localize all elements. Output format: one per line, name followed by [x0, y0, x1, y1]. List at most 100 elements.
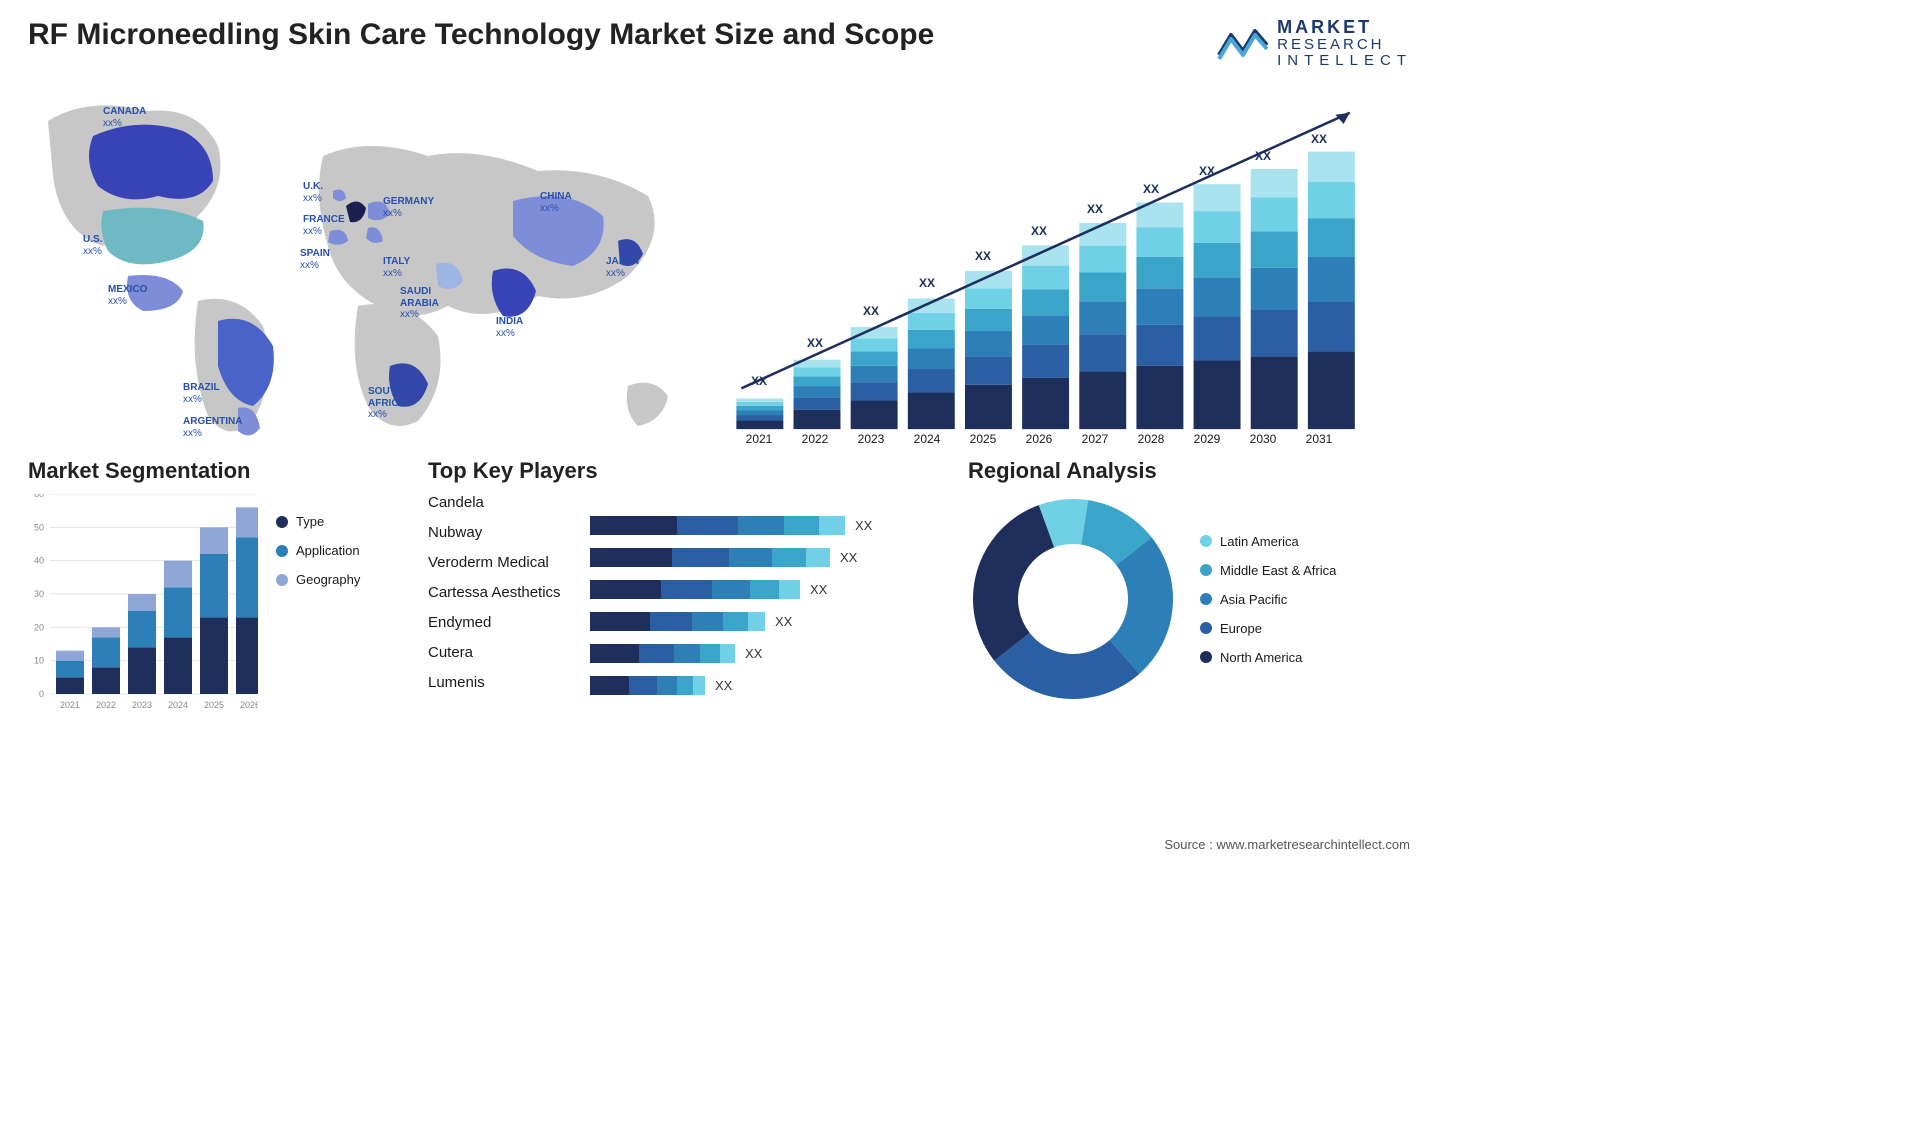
player-value: XX [745, 646, 762, 661]
growth-year-label: 2030 [1250, 432, 1277, 446]
growth-year-label: 2023 [858, 432, 885, 446]
map-label: FRANCExx% [303, 214, 345, 237]
map-label: U.K.xx% [303, 181, 323, 204]
brand-logo: MARKET RESEARCH INTELLECT [1217, 18, 1412, 68]
svg-text:40: 40 [34, 556, 44, 566]
player-value: XX [840, 550, 857, 565]
segmentation-chart-svg: 0 10 20 30 40 50 60 2021 2022 2023 2024 2025 2026 [28, 494, 258, 724]
logo-line2: RESEARCH [1277, 37, 1412, 53]
player-bar-row: XX [590, 644, 948, 663]
growth-value-label: XX [807, 336, 823, 350]
growth-value-label: XX [751, 374, 767, 388]
player-bar-row: XX [590, 516, 948, 535]
growth-value-label: XX [1087, 202, 1103, 216]
growth-value-label: XX [863, 304, 879, 318]
player-label: Endymed [428, 614, 578, 631]
svg-text:2021: 2021 [60, 700, 80, 710]
growth-year-label: 2021 [746, 432, 773, 446]
seg-legend-item: Geography [276, 572, 360, 587]
growth-value-label: XX [1255, 149, 1271, 163]
svg-text:2026: 2026 [240, 700, 258, 710]
growth-year-label: 2024 [914, 432, 941, 446]
growth-year-label: 2031 [1306, 432, 1333, 446]
map-label: CANADAxx% [103, 106, 146, 129]
regional-panel: Regional Analysis Latin America Middle Ea… [968, 458, 1412, 724]
map-label: ITALYxx% [383, 256, 410, 279]
map-label: CHINAxx% [540, 191, 572, 214]
growth-year-label: 2029 [1194, 432, 1221, 446]
growth-value-label: XX [1031, 224, 1047, 238]
growth-value-label: XX [919, 276, 935, 290]
player-label: Candela [428, 494, 578, 511]
players-bars: XX XX XX XX XX XX [590, 516, 948, 695]
logo-line1: MARKET [1277, 18, 1412, 37]
segmentation-chart: 0 10 20 30 40 50 60 2021 2022 2023 2024 2025 2026 [28, 494, 258, 724]
regional-legend-item: North America [1200, 650, 1336, 665]
player-label: Veroderm Medical [428, 554, 578, 571]
map-label: MEXICOxx% [108, 284, 147, 307]
player-value: XX [715, 678, 732, 693]
regional-legend-item: Europe [1200, 621, 1336, 636]
player-value: XX [775, 614, 792, 629]
regional-legend-item: Latin America [1200, 534, 1336, 549]
growth-chart: 2021XX2022XX2023XX2024XX2025XX2026XX2027… [718, 76, 1412, 446]
world-map: CANADAxx% U.S.xx% MEXICOxx% BRAZILxx% ARGENT… [28, 76, 688, 446]
map-label: U.S.xx% [83, 234, 102, 257]
map-label: INDIAxx% [496, 316, 523, 339]
player-label: Cutera [428, 644, 578, 661]
growth-value-label: XX [975, 249, 991, 263]
svg-text:2022: 2022 [96, 700, 116, 710]
player-label: Lumenis [428, 674, 578, 691]
map-label: ARGENTINAxx% [183, 416, 242, 439]
regional-title: Regional Analysis [968, 458, 1412, 484]
player-label: Cartessa Aesthetics [428, 584, 578, 601]
segmentation-title: Market Segmentation [28, 458, 408, 484]
growth-year-label: 2027 [1082, 432, 1109, 446]
segmentation-panel: Market Segmentation 0 10 20 30 40 50 60 2021 202… [28, 458, 408, 724]
regional-legend: Latin America Middle East & Africa Asia Pa… [1200, 534, 1336, 665]
player-bar-row: XX [590, 676, 948, 695]
svg-text:60: 60 [34, 494, 44, 499]
svg-text:0: 0 [39, 689, 44, 699]
logo-line3: INTELLECT [1277, 53, 1412, 69]
map-label: SPAINxx% [300, 248, 330, 271]
svg-text:2023: 2023 [132, 700, 152, 710]
svg-text:2024: 2024 [168, 700, 188, 710]
player-value: XX [855, 518, 872, 533]
growth-value-label: XX [1311, 132, 1327, 146]
growth-year-label: 2025 [970, 432, 997, 446]
growth-chart-svg [718, 76, 1412, 454]
svg-text:10: 10 [34, 656, 44, 666]
player-bar-row: XX [590, 580, 948, 599]
growth-value-label: XX [1143, 182, 1159, 196]
players-title: Top Key Players [428, 458, 948, 484]
growth-year-label: 2026 [1026, 432, 1053, 446]
players-labels: Candela Nubway Veroderm Medical Cartessa Ae… [428, 494, 578, 695]
regional-donut [968, 494, 1178, 704]
growth-year-label: 2028 [1138, 432, 1165, 446]
player-value: XX [810, 582, 827, 597]
regional-legend-item: Middle East & Africa [1200, 563, 1336, 578]
svg-text:20: 20 [34, 623, 44, 633]
logo-mark-icon [1217, 25, 1269, 61]
player-bar-row: XX [590, 548, 948, 567]
map-label: SOUTHAFRICAxx% [368, 386, 406, 421]
map-label: JAPANxx% [606, 256, 639, 279]
source-credit: Source : www.marketresearchintellect.com [1164, 837, 1410, 852]
svg-text:50: 50 [34, 523, 44, 533]
player-label: Nubway [428, 524, 578, 541]
map-label: GERMANYxx% [383, 196, 434, 219]
segmentation-legend: TypeApplicationGeography [276, 514, 360, 724]
svg-text:30: 30 [34, 589, 44, 599]
map-label: BRAZILxx% [183, 382, 220, 405]
regional-donut-svg [968, 494, 1178, 704]
growth-value-label: XX [1199, 164, 1215, 178]
svg-text:2025: 2025 [204, 700, 224, 710]
player-bar-row: XX [590, 612, 948, 631]
page-title: RF Microneedling Skin Care Technology Ma… [28, 18, 934, 52]
regional-legend-item: Asia Pacific [1200, 592, 1336, 607]
map-label: SAUDIARABIAxx% [400, 286, 439, 321]
players-panel: Top Key Players Candela Nubway Veroderm Me… [428, 458, 948, 724]
seg-legend-item: Type [276, 514, 360, 529]
world-map-svg [28, 76, 688, 446]
